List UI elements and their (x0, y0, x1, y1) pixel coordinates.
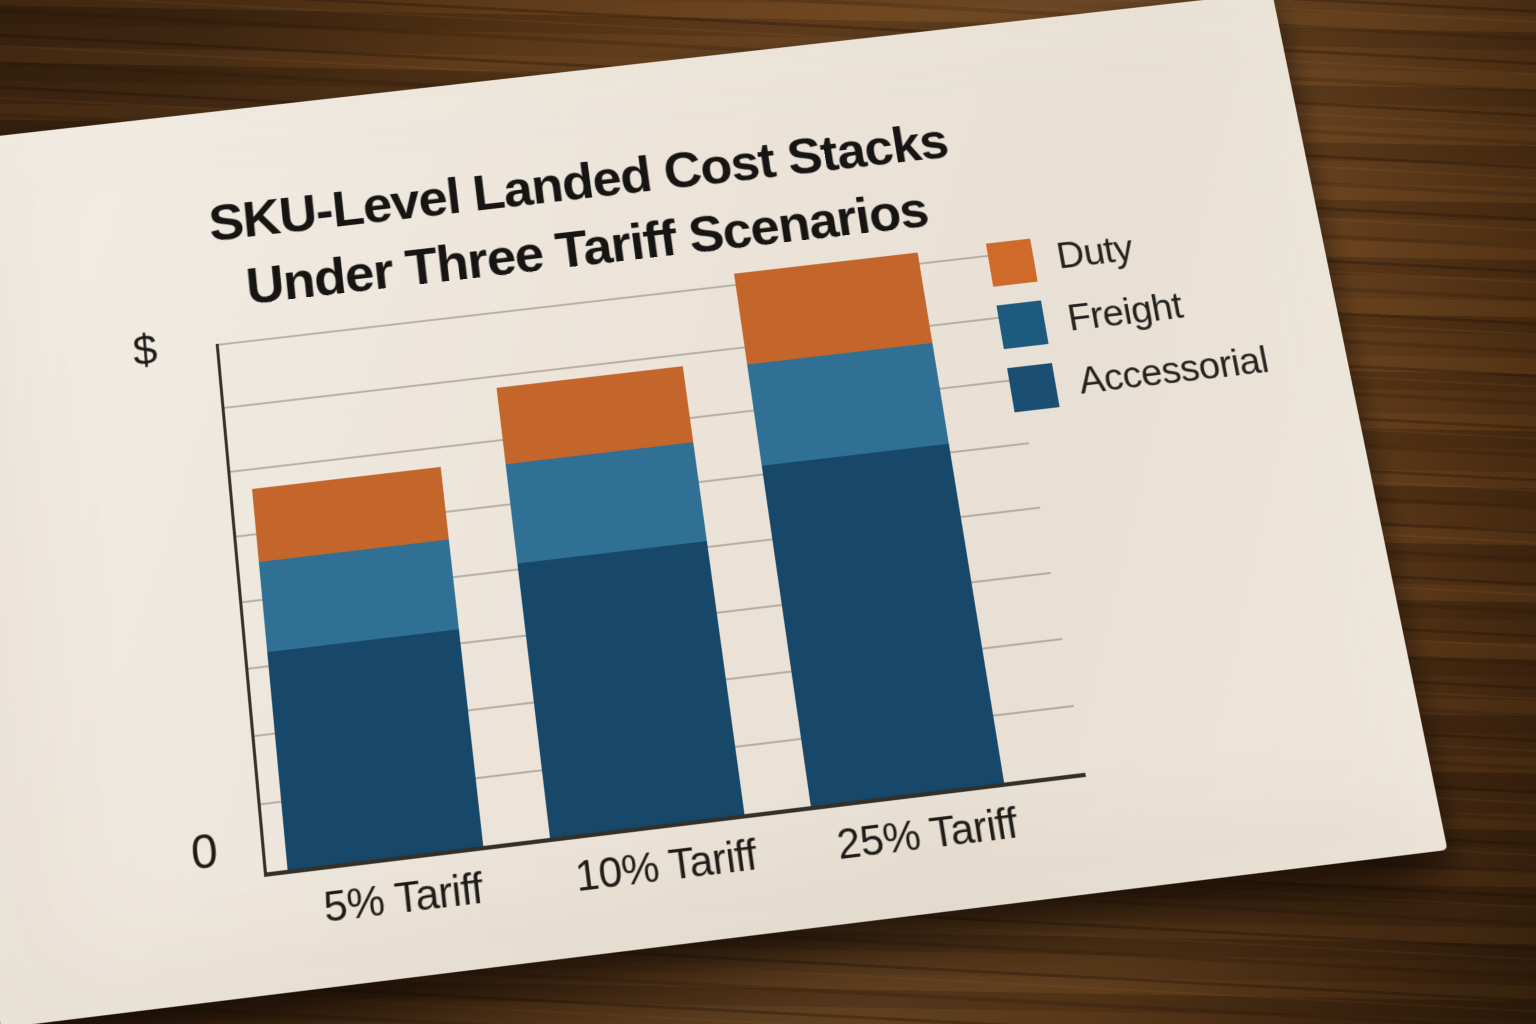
legend-label-accessorial: Accessorial (1075, 339, 1272, 403)
x-axis-label-25-tariff: 25% Tariff (833, 798, 1021, 869)
paper-card: SKU-Level Landed Cost Stacks Under Three… (0, 0, 1447, 1024)
bar-5-tariff (238, 320, 484, 870)
bar-10-tariff (488, 291, 745, 838)
legend-swatch-freight (996, 300, 1049, 350)
bar-segment-accessorial-10-tariff (517, 540, 745, 838)
legend: Duty Freight Accessorial (984, 205, 1274, 422)
bar-segment-accessorial-5-tariff (267, 629, 484, 870)
x-axis-label-5-tariff: 5% Tariff (321, 863, 486, 932)
x-axis-label-10-tariff: 10% Tariff (572, 830, 760, 901)
legend-swatch-accessorial (1007, 362, 1060, 413)
y-axis-dollar-label: $ (131, 326, 160, 376)
bar-segment-accessorial-25-tariff (761, 443, 1005, 807)
legend-label-freight: Freight (1064, 285, 1186, 340)
bar-25-tariff (734, 252, 1005, 807)
legend-swatch-duty (985, 238, 1038, 287)
plot-area (215, 252, 1086, 877)
legend-label-duty: Duty (1053, 228, 1136, 278)
y-axis-zero-label: 0 (188, 822, 220, 881)
